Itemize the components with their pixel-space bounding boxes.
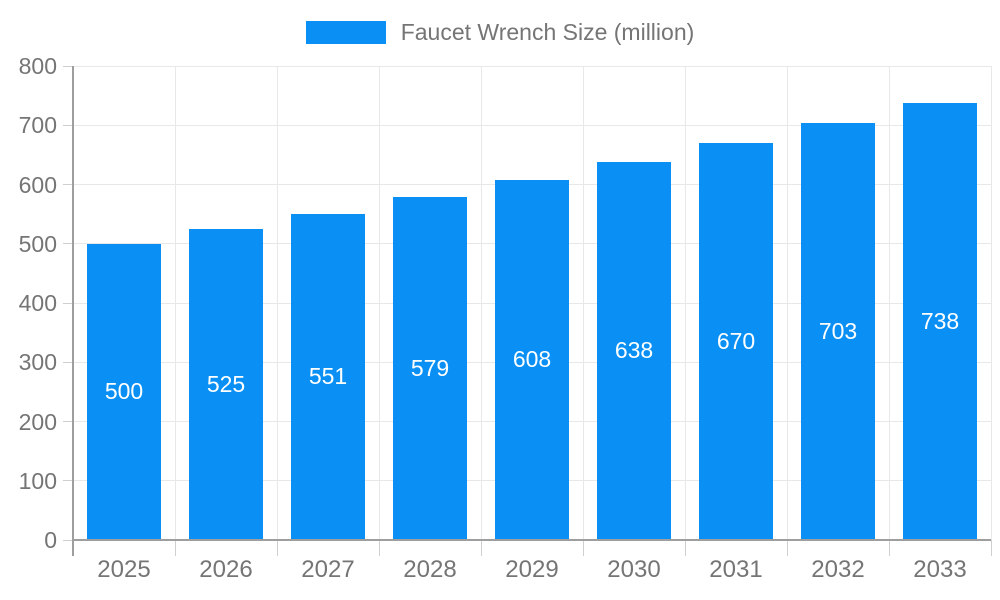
bar[interactable]: 579 <box>393 196 467 540</box>
y-axis-tick-label: 500 <box>18 230 57 257</box>
x-axis-tick-label: 2026 <box>199 556 253 583</box>
bar[interactable]: 608 <box>495 179 569 540</box>
bar[interactable]: 525 <box>189 228 263 540</box>
y-axis-tick-label: 800 <box>18 53 57 79</box>
y-axis-tick <box>63 302 73 304</box>
gridline-vertical <box>786 66 788 540</box>
x-axis-tick <box>174 540 176 556</box>
gridline-horizontal <box>73 124 991 126</box>
y-axis-tick-label: 100 <box>18 467 57 494</box>
gridline-vertical <box>276 66 278 540</box>
y-axis-tick-label: 0 <box>44 527 57 553</box>
gridline-vertical <box>378 66 380 540</box>
x-axis-tick <box>786 540 788 556</box>
y-axis-tick-label: 400 <box>18 290 57 316</box>
gridline-vertical <box>480 66 482 540</box>
gridline-vertical <box>888 66 890 540</box>
legend-swatch <box>305 21 386 44</box>
x-axis-tick <box>276 540 278 556</box>
y-axis-tick <box>63 539 73 541</box>
gridline-horizontal <box>73 65 991 67</box>
bar[interactable]: 551 <box>291 213 365 540</box>
x-axis-tick-label: 2025 <box>97 556 151 583</box>
x-axis-tick <box>378 540 380 556</box>
gridline-vertical <box>174 66 176 540</box>
x-axis-tick-label: 2027 <box>301 556 355 583</box>
x-axis-tick <box>582 540 584 556</box>
x-axis-tick <box>480 540 482 556</box>
bar-value-label: 670 <box>716 328 756 354</box>
y-axis-tick <box>63 184 73 185</box>
y-axis-tick-label: 300 <box>18 349 57 376</box>
y-axis-tick-label: 700 <box>18 112 57 139</box>
x-axis-tick-label: 2031 <box>709 556 763 583</box>
bar[interactable]: 738 <box>903 102 977 540</box>
x-axis-tick-label: 2029 <box>505 556 559 583</box>
x-axis-tick <box>888 540 890 556</box>
gridline-vertical <box>990 66 992 540</box>
bar-value-label: 638 <box>614 337 654 364</box>
y-axis-tick-label: 600 <box>18 171 57 198</box>
x-axis-tick-label: 2028 <box>403 556 457 583</box>
gridline-vertical <box>684 66 686 540</box>
y-axis-tick <box>63 124 73 126</box>
bar-value-label: 738 <box>920 307 960 334</box>
legend-label: Faucet Wrench Size (million) <box>400 19 695 45</box>
y-axis-tick <box>63 65 73 67</box>
bar-value-label: 579 <box>410 354 450 381</box>
plot-area: 0 100 200 300 400 500 600 700 800 500 2025 525 2026 5… <box>19 53 992 583</box>
bar[interactable]: 500 <box>87 243 161 540</box>
x-axis-tick <box>684 540 686 556</box>
bar[interactable]: 703 <box>801 123 875 540</box>
bar-value-label: 551 <box>308 363 348 390</box>
y-axis-tick <box>63 480 73 482</box>
y-axis-line <box>72 66 74 556</box>
bar[interactable]: 670 <box>699 143 773 540</box>
x-axis-tick-label: 2032 <box>811 556 865 583</box>
bar-value-label: 500 <box>104 378 144 405</box>
bar-value-label: 608 <box>512 346 552 373</box>
x-axis-tick-label: 2033 <box>913 556 967 583</box>
x-axis-tick-label: 2030 <box>607 556 661 583</box>
x-axis-line <box>73 539 991 541</box>
bar[interactable]: 638 <box>597 161 671 540</box>
legend[interactable]: Faucet Wrench Size (million) <box>0 19 1000 46</box>
y-axis-tick <box>63 421 73 422</box>
bar-value-label: 703 <box>818 318 858 345</box>
y-axis-tick-label: 200 <box>18 408 57 435</box>
y-axis-tick <box>63 361 73 363</box>
bar-value-label: 525 <box>206 370 246 397</box>
x-axis-tick <box>990 540 992 556</box>
gridline-vertical <box>582 66 584 540</box>
y-axis-tick <box>63 243 73 245</box>
